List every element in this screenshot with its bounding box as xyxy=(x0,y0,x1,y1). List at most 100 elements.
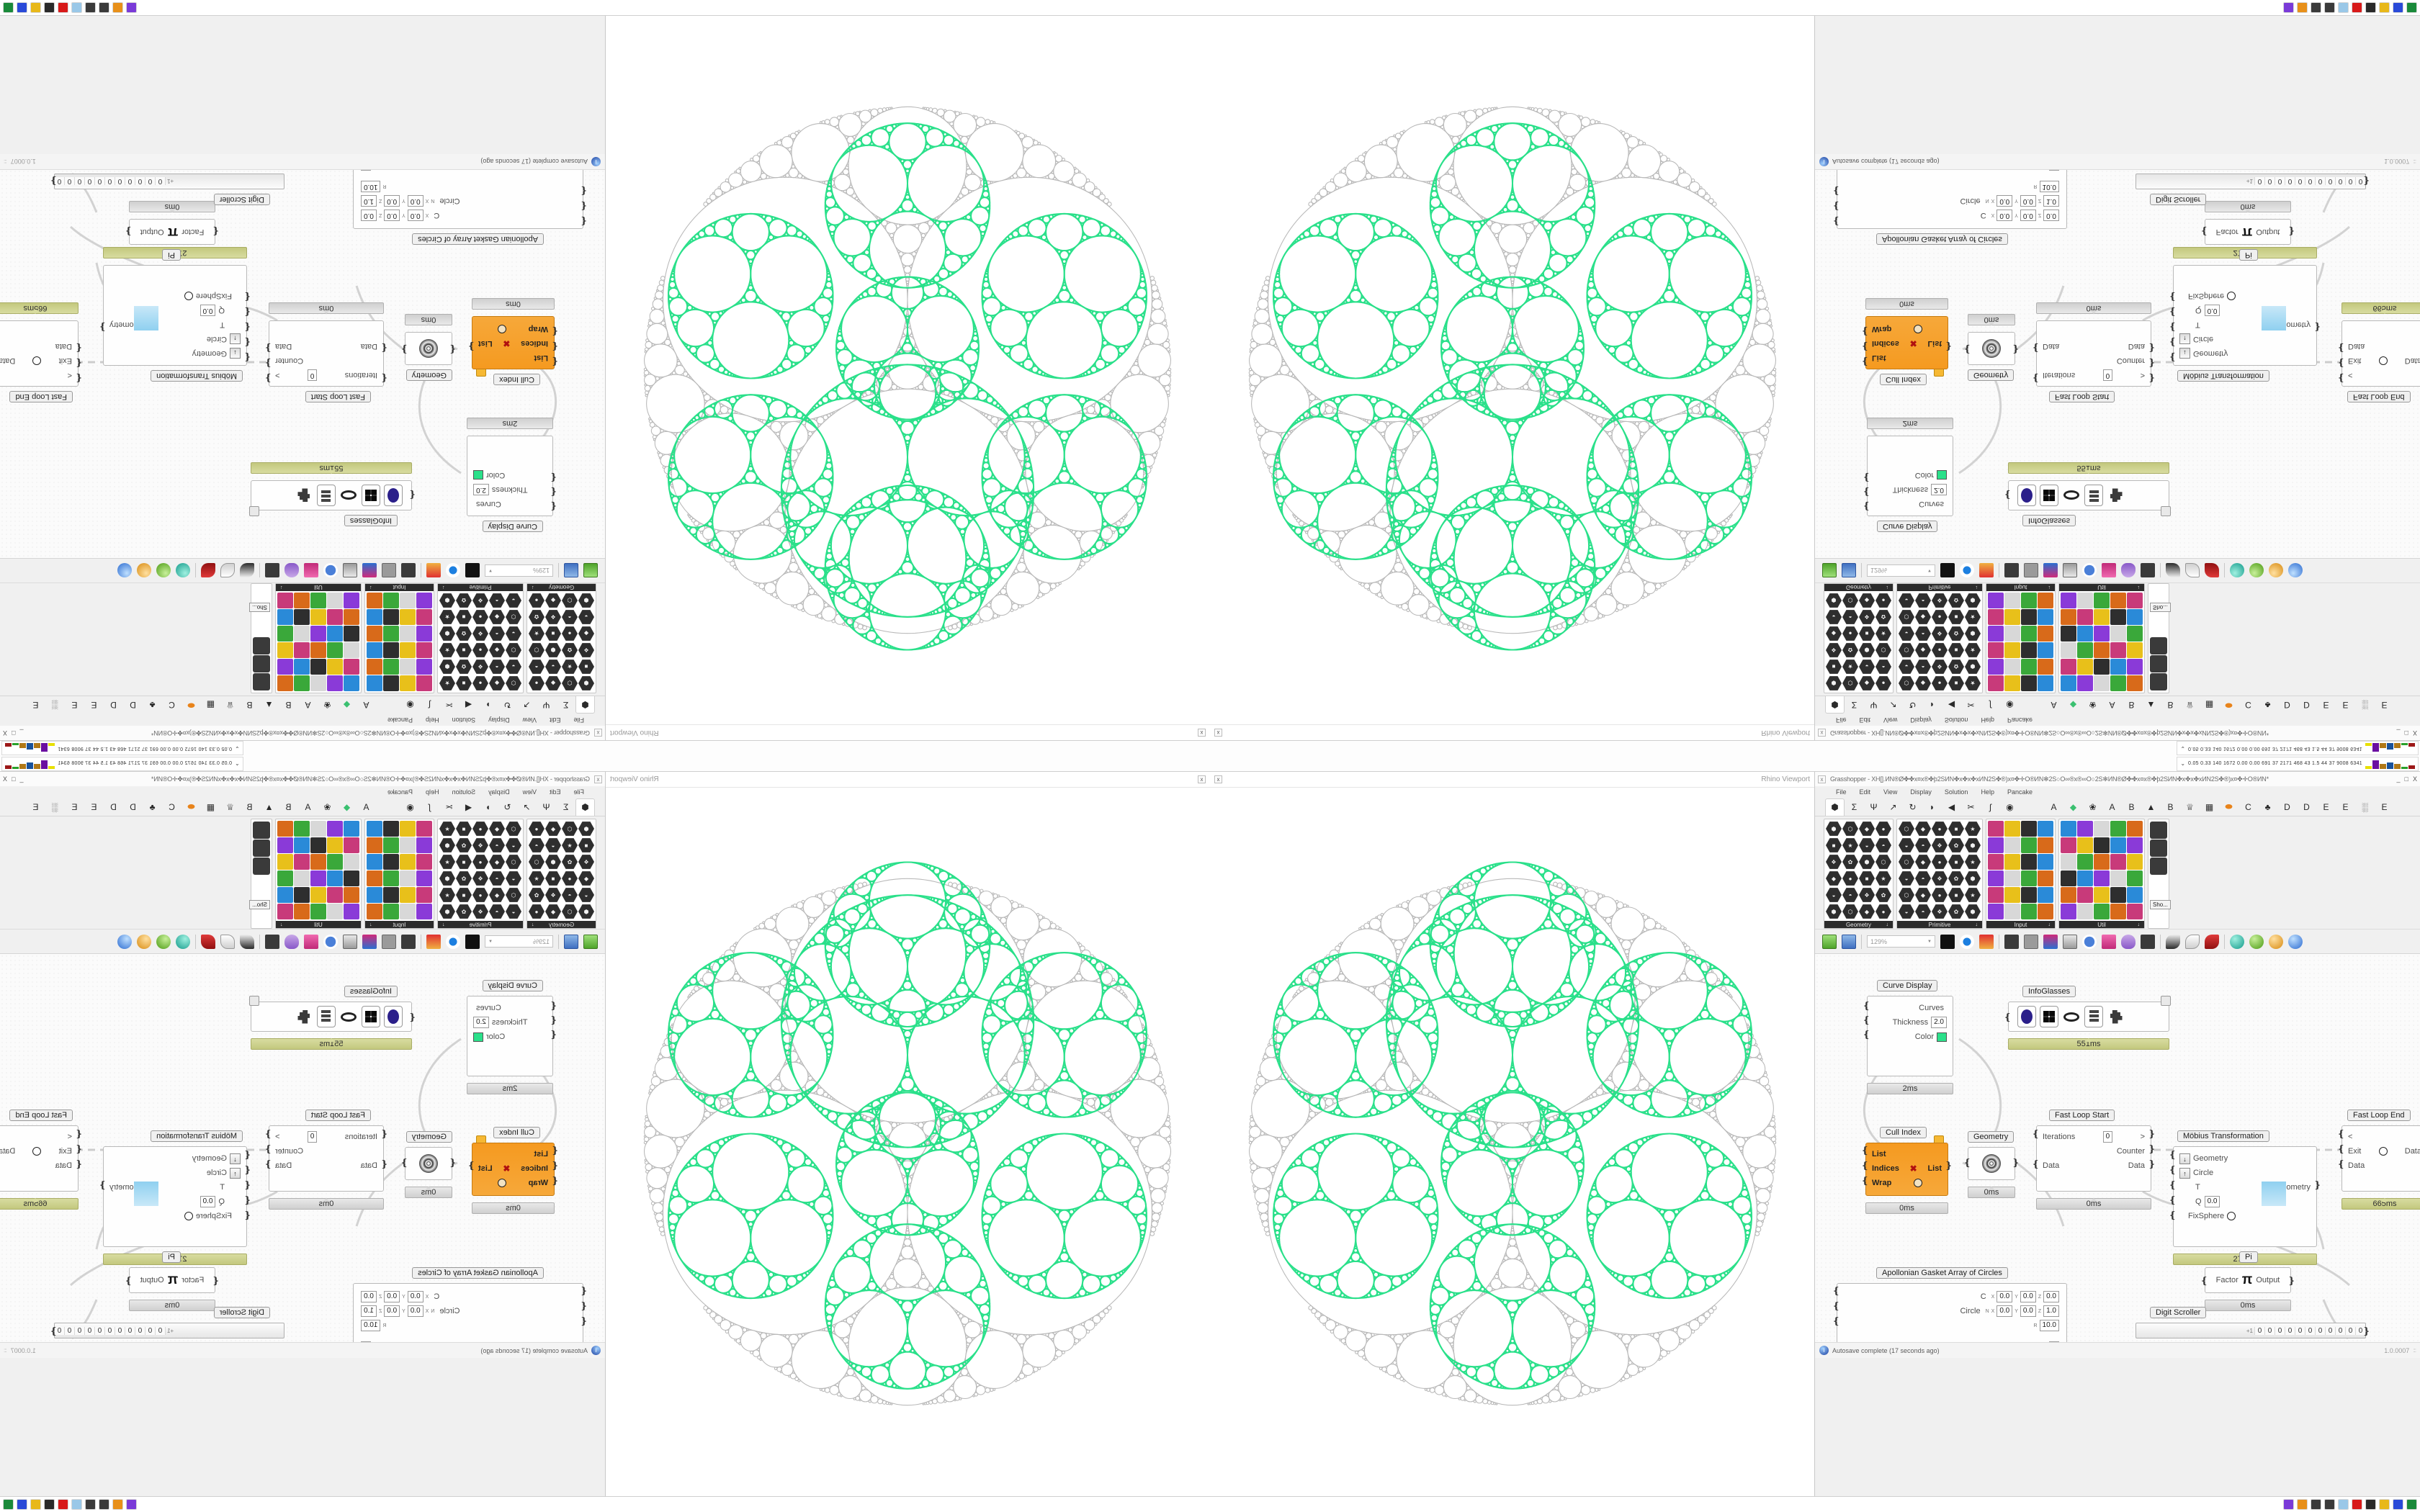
palette-component-icon[interactable] xyxy=(2038,659,2053,675)
open-file-icon[interactable] xyxy=(583,563,598,578)
ribbon-tab-left-8[interactable]: ʃ xyxy=(1989,700,1991,711)
palette-component-icon[interactable]: ■ xyxy=(456,675,472,691)
palette-component-icon[interactable] xyxy=(2021,609,2037,625)
digit-cell[interactable]: 0 xyxy=(95,177,105,186)
menu-display[interactable]: Display xyxy=(1910,716,1932,724)
gha-assembly-icon[interactable] xyxy=(2043,563,2058,578)
palette-component-icon[interactable] xyxy=(344,626,359,642)
palette-component-icon[interactable]: ◓ xyxy=(562,609,578,625)
menu-file[interactable]: File xyxy=(1836,716,1847,724)
palette-component-icon[interactable] xyxy=(2004,642,2020,658)
component-cull-index[interactable]: Cull Index List Indices ✖ List Wrap ❴ ❴ ❴ … xyxy=(467,298,559,385)
component-warning-bubble[interactable] xyxy=(249,506,259,516)
digit-cell[interactable]: 0 xyxy=(2295,177,2305,186)
palette-component-icon[interactable]: ● xyxy=(529,675,544,691)
chevron-down-icon[interactable]: ↓ xyxy=(1975,585,1978,590)
ribbon-tab-left-5[interactable]: ◗ xyxy=(1929,700,1935,711)
palette-component-icon[interactable]: ◓ xyxy=(1915,659,1931,675)
palette-group-geometry[interactable]: ⬢ ⬡ ◆ ● ■ ★ ◒ ◓ ❖ ✿ ⬢ ⬡ ◆ ● ■ ★ ◒ ◓ ❖ ✿ ⬢ ⬡ ◆ ● Geometry ↓ xyxy=(526,583,596,693)
palette-component-icon[interactable] xyxy=(2127,593,2143,608)
palette-component-icon[interactable] xyxy=(294,675,310,691)
ribbon-tab-right-4[interactable]: B xyxy=(2128,700,2135,711)
ribbon-tab-right-0[interactable]: A xyxy=(2051,700,2057,711)
palette-component-icon[interactable] xyxy=(277,675,293,691)
palette-component-icon[interactable] xyxy=(2127,642,2143,658)
palette-icon-grid[interactable] xyxy=(276,591,361,693)
resize-grip[interactable]: ::: xyxy=(4,158,7,165)
ribbon-tab-left-7[interactable]: ✂ xyxy=(445,700,453,711)
ribbon-tab-right-16[interactable]: ░ xyxy=(2362,700,2368,711)
palette-component-icon[interactable] xyxy=(2110,609,2126,625)
palette-component-icon[interactable]: ◒ xyxy=(578,609,594,625)
window-close-box-icon[interactable]: x xyxy=(594,729,602,737)
palette-component-icon[interactable]: ★ xyxy=(1842,659,1858,675)
palette-component-icon[interactable]: ◓ xyxy=(1842,609,1858,625)
palette-component-icon[interactable] xyxy=(2094,609,2110,625)
wrap-toggle[interactable] xyxy=(497,325,506,333)
palette-component-icon[interactable] xyxy=(294,642,310,658)
color-swatch[interactable] xyxy=(1937,470,1947,480)
ribbon-tab-right-2[interactable]: ❀ xyxy=(323,700,331,711)
palette-component-icon[interactable] xyxy=(2077,675,2093,691)
ribbon-tab-right-17[interactable]: E xyxy=(2381,700,2388,711)
palette-component-icon[interactable] xyxy=(2004,659,2020,675)
help-box-icon[interactable] xyxy=(304,563,318,578)
tray-app-1[interactable] xyxy=(126,2,137,13)
palette-component-icon[interactable]: ✿ xyxy=(456,593,472,608)
palette-component-icon[interactable] xyxy=(400,593,416,608)
palette-icon-grid[interactable]: ⬢ ⬡ ◆ ● ■ ★ ◒ ◓ ❖ ✿ ⬢ ⬡ ◆ ● ■ ★ ◒ ◓ ❖ ✿ ⬢ ⬡ ◆ ● xyxy=(527,591,596,693)
palette-component-icon[interactable]: ⬢ xyxy=(439,626,455,642)
help-box-icon[interactable] xyxy=(2102,563,2116,578)
palette-component-icon[interactable] xyxy=(1988,626,2004,642)
cluster-icon[interactable] xyxy=(2024,563,2038,578)
tray-app-5[interactable] xyxy=(71,2,82,13)
palette-component-icon[interactable] xyxy=(400,609,416,625)
palette-component-icon[interactable]: ✿ xyxy=(1842,642,1858,658)
palette-component-icon[interactable]: ◓ xyxy=(489,593,505,608)
palette-component-icon[interactable] xyxy=(2127,659,2143,675)
palette-component-icon[interactable] xyxy=(327,642,343,658)
chevron-down-icon[interactable]: ↓ xyxy=(2137,585,2141,590)
palette-component-icon[interactable]: ⬢ xyxy=(578,675,594,691)
ribbon-tab-right-8[interactable]: ▦ xyxy=(206,700,215,711)
ribbon-tab-left-3[interactable]: ↗ xyxy=(523,700,531,711)
grasshopper-toolbar[interactable]: 129% ▼ xyxy=(1815,559,2420,583)
palette-component-icon[interactable]: ● xyxy=(1876,593,1891,608)
iterations-value[interactable]: 0 xyxy=(307,369,318,381)
ribbon-tab-left-1[interactable]: Σ xyxy=(1851,700,1857,711)
palette-component-icon[interactable] xyxy=(367,659,382,675)
glasses-alt-icon[interactable] xyxy=(253,655,270,672)
palette-component-icon[interactable] xyxy=(367,675,382,691)
palette-group-util[interactable]: Util ↓ xyxy=(275,583,362,693)
palette-component-icon[interactable] xyxy=(327,609,343,625)
palette-component-icon[interactable] xyxy=(400,626,416,642)
ribbon-tab-left-4[interactable]: ↻ xyxy=(1909,700,1917,711)
palette-component-icon[interactable]: ■ xyxy=(1948,675,1964,691)
palette-component-icon[interactable]: ◒ xyxy=(1899,626,1914,642)
palette-component-icon[interactable]: ◆ xyxy=(578,626,594,642)
palette-group-label[interactable]: Util ↓ xyxy=(276,584,361,591)
palette-component-icon[interactable]: ❖ xyxy=(472,659,488,675)
palette-component-icon[interactable] xyxy=(344,659,359,675)
c-z-value[interactable]: 0.0 xyxy=(361,210,377,221)
palette-component-icon[interactable] xyxy=(310,593,326,608)
palette-component-icon[interactable]: ■ xyxy=(545,626,561,642)
palette-component-icon[interactable] xyxy=(2077,626,2093,642)
palette-component-icon[interactable] xyxy=(2110,626,2126,642)
palette-component-icon[interactable] xyxy=(416,675,432,691)
ribbon-tab-right-14[interactable]: E xyxy=(91,700,97,711)
palette-group-input[interactable]: Input ↓ xyxy=(1986,583,2056,693)
tray-app-3[interactable] xyxy=(99,2,109,13)
digit-cell[interactable]: 0 xyxy=(2275,177,2285,186)
palette-component-icon[interactable] xyxy=(2077,609,2093,625)
digit-cell[interactable]: 0 xyxy=(156,177,166,186)
palette-component-icon[interactable] xyxy=(2021,642,2037,658)
palette-component-icon[interactable] xyxy=(344,675,359,691)
ribbon-tab-right-15[interactable]: E xyxy=(2342,700,2349,711)
color-swatch[interactable] xyxy=(473,470,483,480)
component-curve-display[interactable]: Curve Display Curves Thickness 2.0 Color … xyxy=(1863,418,1953,532)
digit-cell[interactable]: 0 xyxy=(85,177,95,186)
